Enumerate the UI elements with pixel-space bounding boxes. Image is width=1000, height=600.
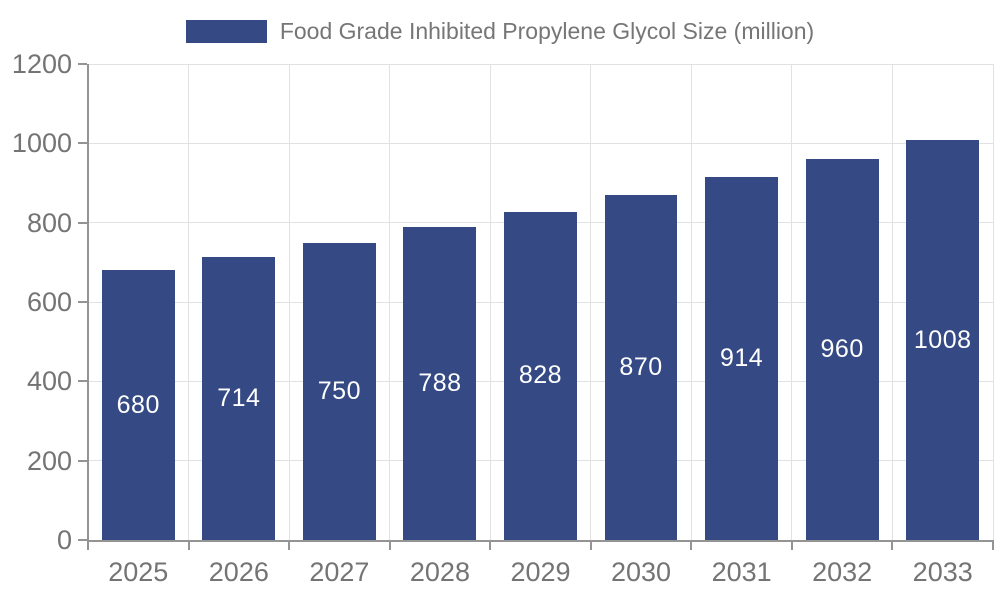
gridline-vertical — [389, 64, 391, 540]
y-tick-mark — [78, 380, 87, 383]
bar[interactable]: 960 — [805, 159, 879, 540]
y-tick-label: 1000 — [11, 128, 72, 159]
gridline-vertical — [791, 64, 793, 540]
plot-area: 680 714 750 788 828 870 914 960 1008 — [88, 63, 994, 540]
legend-item[interactable]: Food Grade Inhibited Propylene Glycol Si… — [0, 16, 1000, 46]
gridline-vertical — [891, 64, 893, 540]
x-tick-mark — [790, 542, 793, 550]
x-tick-label: 2032 — [812, 557, 873, 587]
x-tick-mark — [388, 542, 391, 550]
bar-value-label: 828 — [518, 361, 563, 390]
bar[interactable]: 870 — [604, 194, 678, 540]
x-tick-label: 2025 — [108, 557, 169, 587]
x-tick-label: 2028 — [409, 557, 470, 587]
bar-value-label: 960 — [820, 335, 864, 364]
gridline-vertical — [690, 64, 692, 540]
x-tick-label: 2031 — [711, 557, 772, 587]
bar[interactable]: 788 — [403, 227, 477, 540]
bar-value-label: 750 — [317, 376, 361, 405]
y-tick-label: 200 — [26, 445, 72, 476]
bar-value-label: 714 — [217, 383, 261, 412]
bar-value-label: 914 — [719, 344, 764, 373]
x-tick-label: 2030 — [611, 557, 672, 587]
bar[interactable]: 914 — [705, 177, 779, 540]
gridline-vertical — [288, 64, 290, 540]
x-tick-label: 2033 — [912, 557, 973, 587]
bar[interactable]: 714 — [202, 256, 276, 540]
y-tick-mark — [78, 63, 87, 65]
bar[interactable]: 680 — [101, 270, 175, 540]
x-axis-line — [87, 540, 994, 542]
y-tick-mark — [78, 301, 87, 303]
x-tick-mark — [992, 542, 994, 550]
y-tick-label: 400 — [26, 366, 72, 397]
gridline-horizontal — [88, 63, 993, 65]
x-tick-mark — [187, 542, 190, 550]
y-tick-label: 0 — [56, 525, 72, 555]
x-tick-label: 2029 — [510, 557, 571, 587]
y-tick-mark — [78, 459, 87, 462]
x-tick-mark — [891, 542, 894, 550]
x-tick-label: 2027 — [309, 557, 370, 587]
y-tick-label: 1200 — [11, 49, 72, 79]
x-tick-mark — [489, 542, 492, 550]
gridline-vertical — [590, 64, 592, 540]
legend-swatch — [185, 19, 267, 43]
y-tick-mark — [78, 539, 87, 541]
x-tick-mark — [690, 542, 693, 550]
gridline-horizontal — [88, 142, 993, 144]
x-tick-label: 2026 — [208, 557, 269, 587]
y-tick-label: 800 — [26, 207, 72, 238]
y-tick-mark — [78, 221, 87, 224]
y-tick-mark — [78, 142, 87, 145]
bar-value-label: 870 — [619, 352, 663, 381]
x-tick-mark — [288, 542, 291, 550]
bar[interactable]: 1008 — [906, 140, 980, 540]
bar-value-label: 1008 — [913, 325, 972, 354]
bar[interactable]: 750 — [302, 242, 376, 540]
bar-value-label: 680 — [116, 390, 160, 419]
gridline-vertical — [489, 64, 491, 540]
gridline-vertical — [188, 64, 190, 540]
bar-value-label: 788 — [418, 369, 462, 398]
legend-label: Food Grade Inhibited Propylene Glycol Si… — [279, 18, 815, 44]
bar[interactable]: 828 — [504, 211, 577, 540]
y-tick-label: 600 — [26, 287, 72, 317]
gridline-vertical — [992, 64, 994, 540]
y-axis-line — [87, 64, 89, 542]
x-tick-mark — [589, 542, 592, 550]
x-tick-mark — [87, 542, 89, 550]
